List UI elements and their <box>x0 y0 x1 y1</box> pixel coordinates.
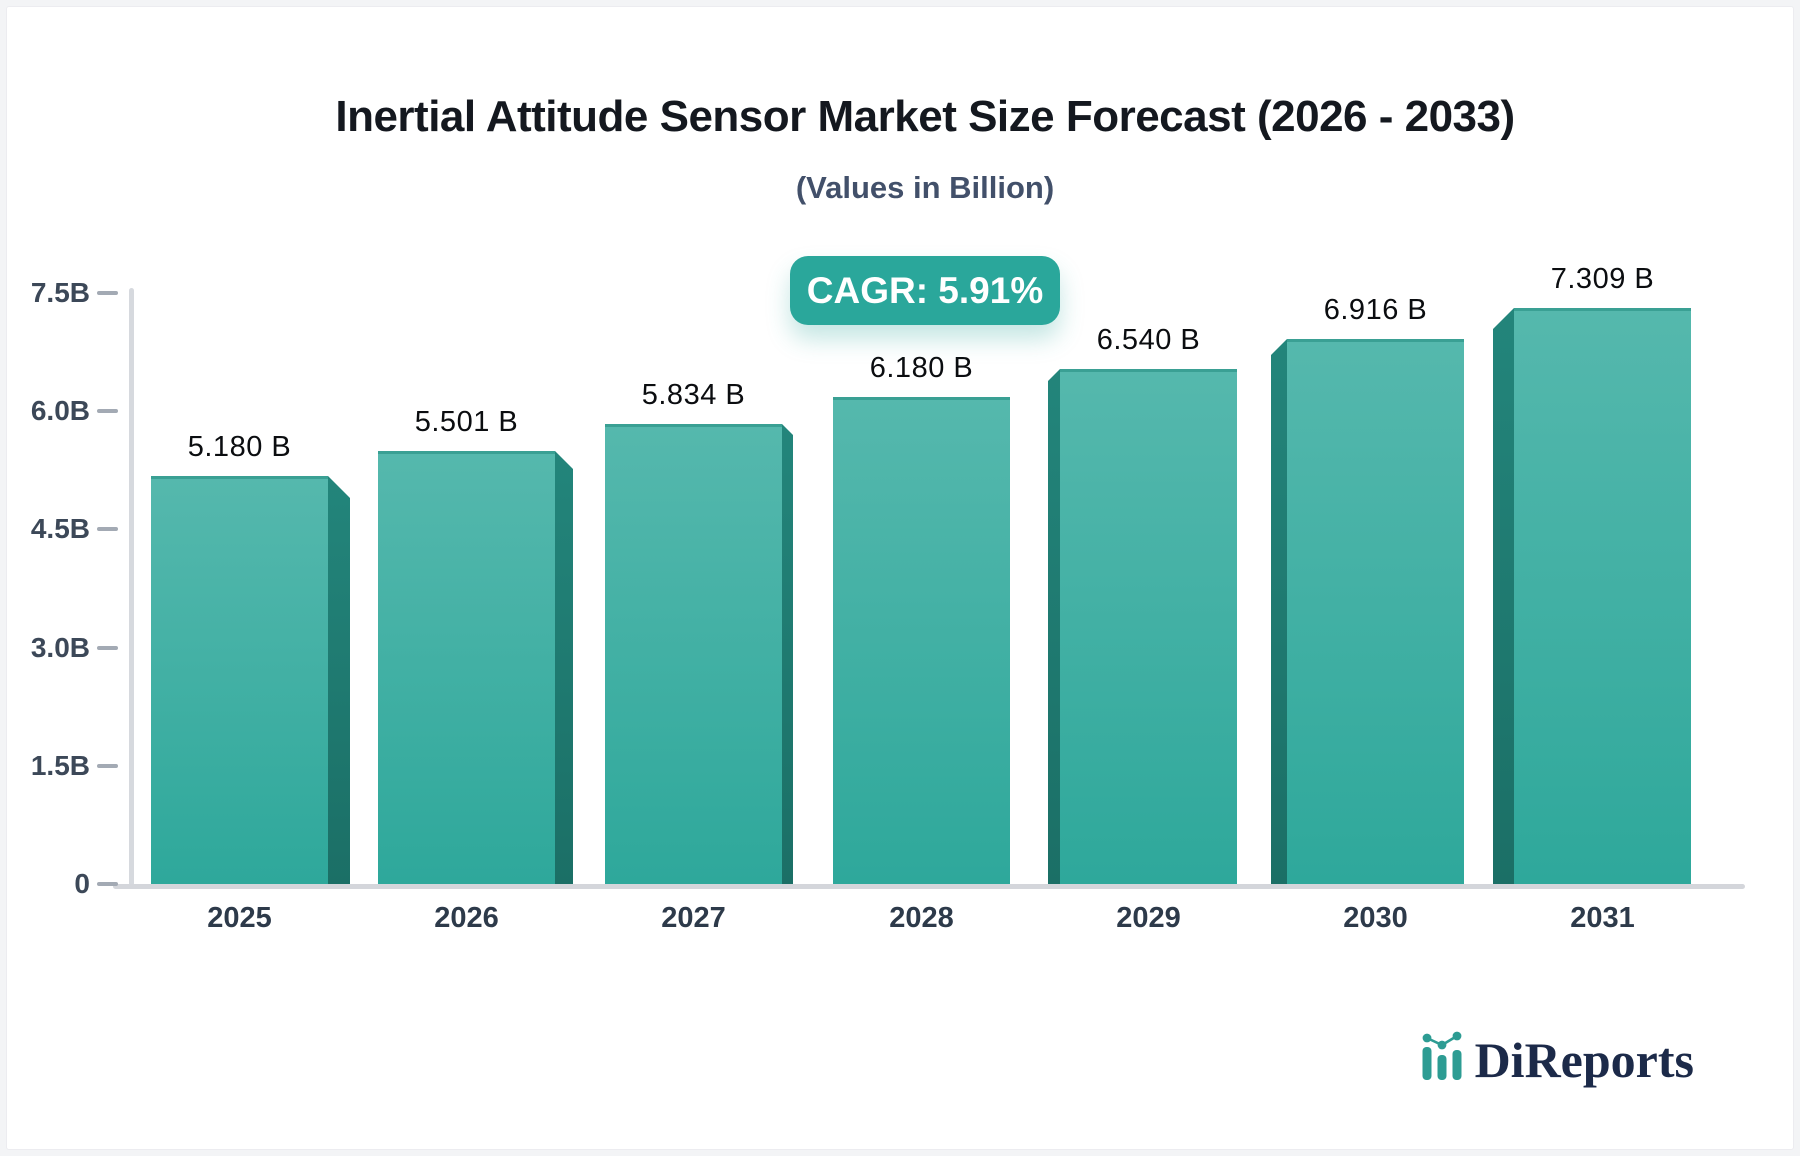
plot-area: 5.180 B 5.501 B 5.834 B 6.180 B 6.540 B 6.916… <box>131 263 1747 884</box>
y-axis-tick-mark <box>97 291 118 295</box>
bar-chart-logo-icon <box>1419 1030 1465 1085</box>
x-axis-label: 2029 <box>1116 902 1181 934</box>
x-axis-label: 2028 <box>889 902 954 934</box>
logo-text: DiReports <box>1474 1032 1694 1088</box>
bar-3d-side <box>328 476 350 884</box>
bar-2029 <box>1048 369 1237 884</box>
y-axis-tick-label: 3.0B <box>30 631 90 663</box>
bar-value-label: 5.501 B <box>414 406 519 438</box>
cagr-badge: CAGR: 5.91% <box>790 256 1060 325</box>
bar-3d-side <box>1048 369 1060 884</box>
bar-face <box>833 397 1010 884</box>
bar-3d-side <box>1493 308 1514 884</box>
y-axis-tick-label: 0 <box>74 868 90 899</box>
x-axis-label: 2027 <box>661 902 726 934</box>
x-axis-line <box>113 884 1745 889</box>
bar-face <box>151 476 328 884</box>
y-axis-tick-label: 7.5B <box>30 277 90 308</box>
bar-2026 <box>378 451 573 884</box>
y-axis-tick-mark <box>97 645 118 650</box>
bar-face <box>1514 308 1691 884</box>
bar-value-label: 5.834 B <box>641 379 746 411</box>
y-axis-tick-mark <box>97 527 118 532</box>
bar-3d-side <box>782 424 793 884</box>
bar-face <box>1287 339 1464 884</box>
bar-3d-side <box>555 451 573 884</box>
bar-value-label: 5.180 B <box>187 431 292 463</box>
y-axis-tick-label: 4.5B <box>30 513 90 545</box>
bar-2028 <box>833 397 1010 884</box>
bar-2030 <box>1271 339 1464 884</box>
cagr-badge-label: CAGR: 5.91% <box>806 269 1044 311</box>
x-axis-label: 2025 <box>207 902 272 934</box>
x-axis-label: 2031 <box>1570 902 1635 934</box>
bar-value-label: 6.540 B <box>1096 324 1201 356</box>
bar-2027 <box>605 424 793 884</box>
bar-value-label: 7.309 B <box>1550 263 1655 295</box>
bar-face <box>378 451 555 884</box>
bar-face <box>605 424 782 884</box>
x-axis-label: 2030 <box>1343 902 1408 934</box>
y-axis-tick-mark <box>97 763 118 768</box>
direports-logo: DiReports <box>1419 1030 1694 1085</box>
y-axis-tick-mark <box>97 409 118 414</box>
chart-title: Inertial Attitude Sensor Market Size For… <box>335 92 1515 141</box>
bar-2031 <box>1493 308 1691 884</box>
y-axis-line <box>129 288 134 886</box>
y-axis-tick-label: 6.0B <box>30 395 90 427</box>
bar-value-label: 6.180 B <box>869 352 974 384</box>
bar-2025 <box>151 476 350 884</box>
bar-face <box>1060 369 1237 884</box>
bar-3d-side <box>1271 339 1287 884</box>
bar-value-label: 6.916 B <box>1323 294 1428 326</box>
x-axis-label: 2026 <box>434 902 499 934</box>
chart-subtitle: (Values in Billion) <box>795 170 1055 205</box>
y-axis-tick-mark <box>97 882 118 886</box>
y-axis-tick-label: 1.5B <box>30 749 90 781</box>
